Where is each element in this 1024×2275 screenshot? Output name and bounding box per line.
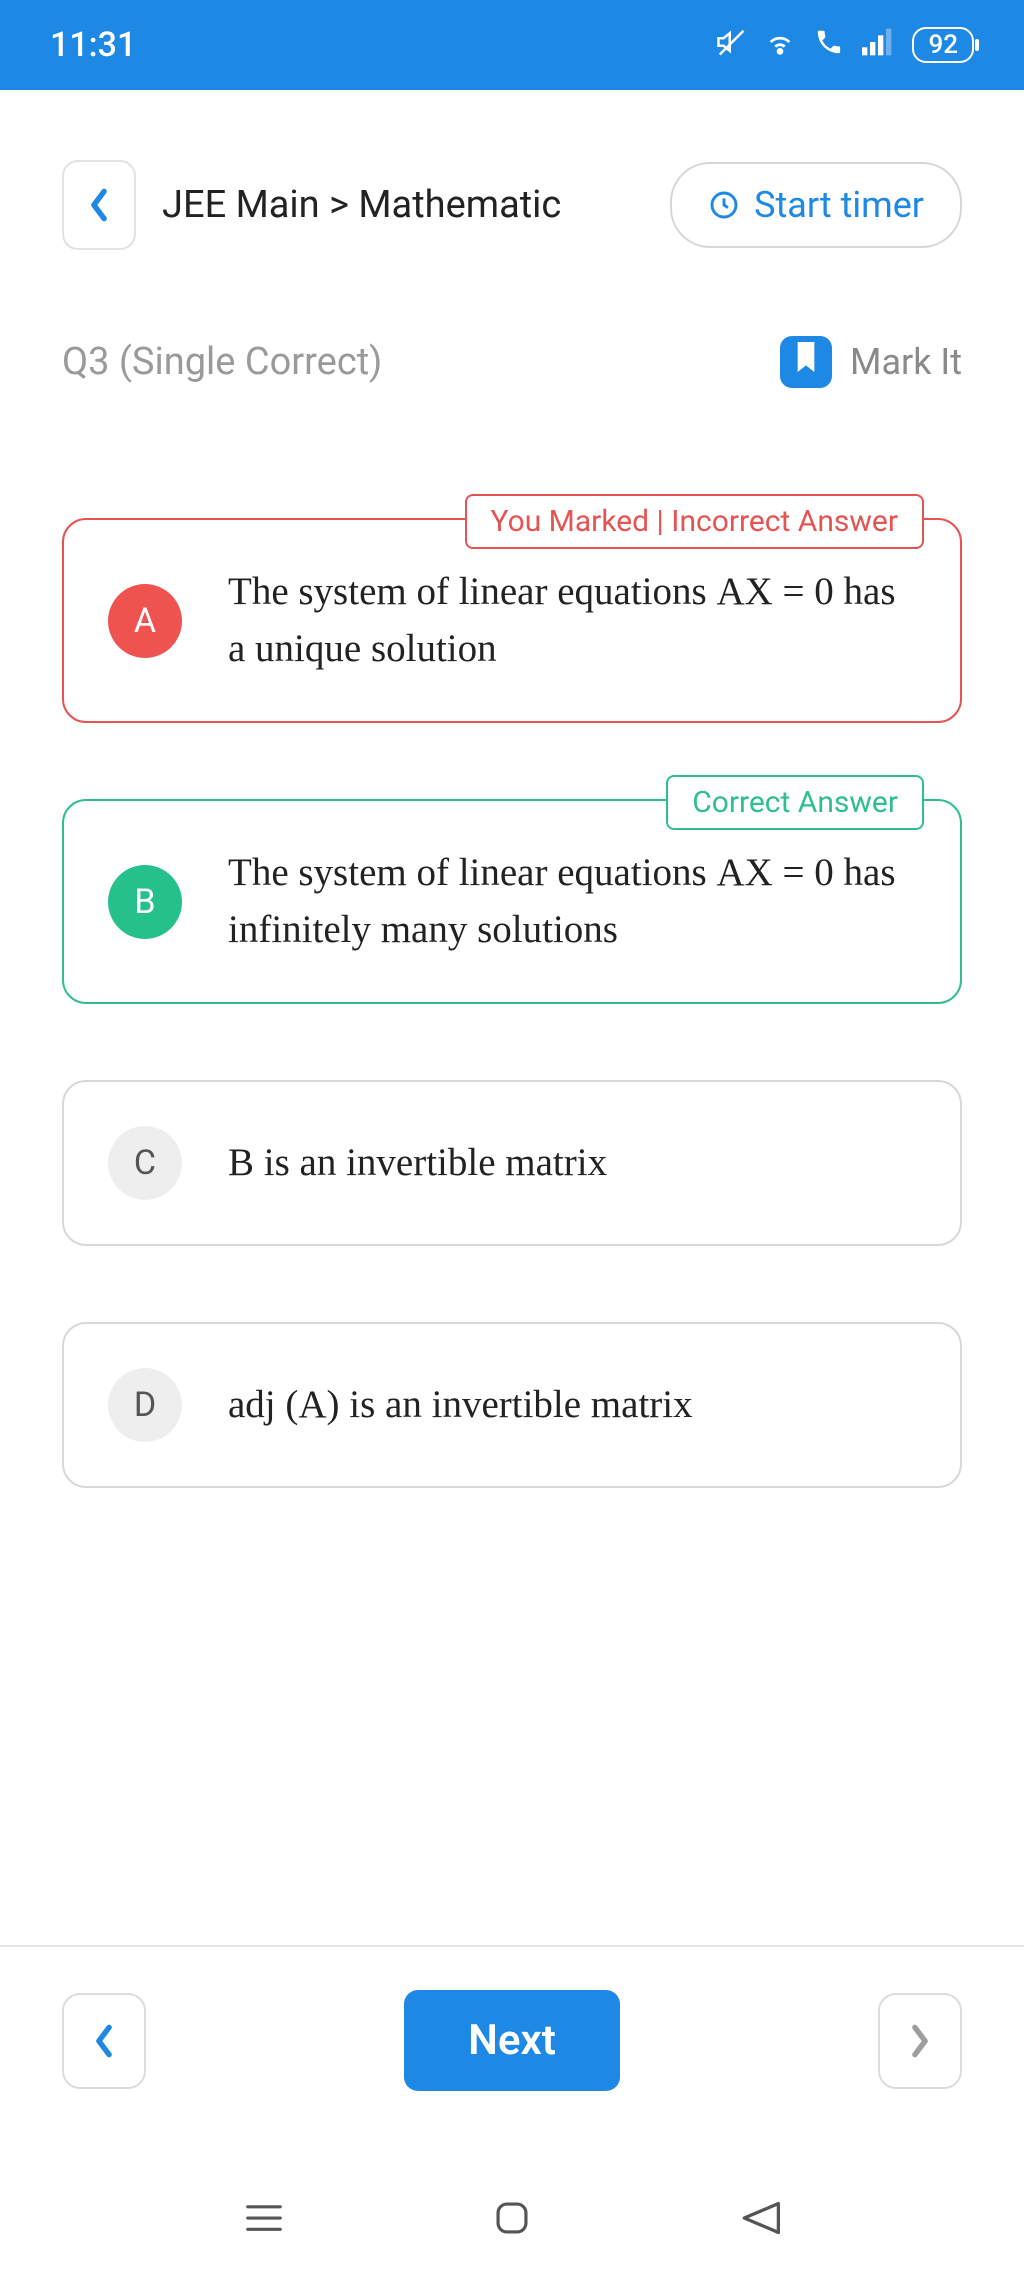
option-c[interactable]: C B is an invertible matrix: [62, 1080, 962, 1246]
option-letter: D: [108, 1368, 182, 1442]
mark-it-label: Mark It: [850, 341, 962, 383]
back-button[interactable]: [62, 160, 136, 250]
option-text: adj (A) is an invertible matrix: [228, 1377, 693, 1434]
top-row: JEE Main > Mathematic Start timer: [62, 160, 962, 250]
option-b[interactable]: Correct Answer B The system of linear eq…: [62, 799, 962, 1004]
question-row: Q3 (Single Correct) Mark It: [62, 336, 962, 388]
option-d[interactable]: D adj (A) is an invertible matrix: [62, 1322, 962, 1488]
status-bar: 11:31 92: [0, 0, 1024, 90]
bookmark-icon: [780, 336, 832, 388]
battery-indicator: 92: [912, 27, 974, 63]
system-nav: [0, 2193, 1024, 2243]
clock-icon: [708, 189, 740, 221]
incorrect-tag: You Marked | Incorrect Answer: [465, 494, 924, 549]
back-nav-icon[interactable]: [735, 2193, 785, 2243]
mute-icon: [716, 27, 746, 64]
start-timer-button[interactable]: Start timer: [670, 162, 962, 248]
status-right: 92: [716, 26, 974, 65]
option-a[interactable]: You Marked | Incorrect Answer A The syst…: [62, 518, 962, 723]
option-letter: A: [108, 584, 182, 658]
timer-label: Start timer: [754, 184, 924, 226]
correct-tag: Correct Answer: [666, 775, 924, 830]
option-letter: B: [108, 865, 182, 939]
home-icon[interactable]: [487, 2193, 537, 2243]
option-letter: C: [108, 1126, 182, 1200]
status-time: 11:31: [50, 25, 136, 65]
option-text: B is an invertible matrix: [228, 1135, 607, 1192]
next-button[interactable]: Next: [404, 1990, 620, 2091]
mark-it-button[interactable]: Mark It: [780, 336, 962, 388]
breadcrumb: JEE Main > Mathematic: [162, 183, 644, 227]
forward-button[interactable]: [878, 1993, 962, 2089]
recent-apps-icon[interactable]: [239, 2193, 289, 2243]
call-icon: [814, 27, 844, 64]
option-text: The system of linear equations AX = 0 ha…: [228, 845, 920, 958]
wifi-icon: [764, 26, 796, 65]
signal-icon: [862, 28, 894, 63]
divider: [0, 1945, 1024, 1947]
option-text: The system of linear equations AX = 0 ha…: [228, 564, 920, 677]
question-label: Q3 (Single Correct): [62, 340, 382, 384]
prev-button[interactable]: [62, 1993, 146, 2089]
bottom-bar: Next: [0, 1990, 1024, 2091]
